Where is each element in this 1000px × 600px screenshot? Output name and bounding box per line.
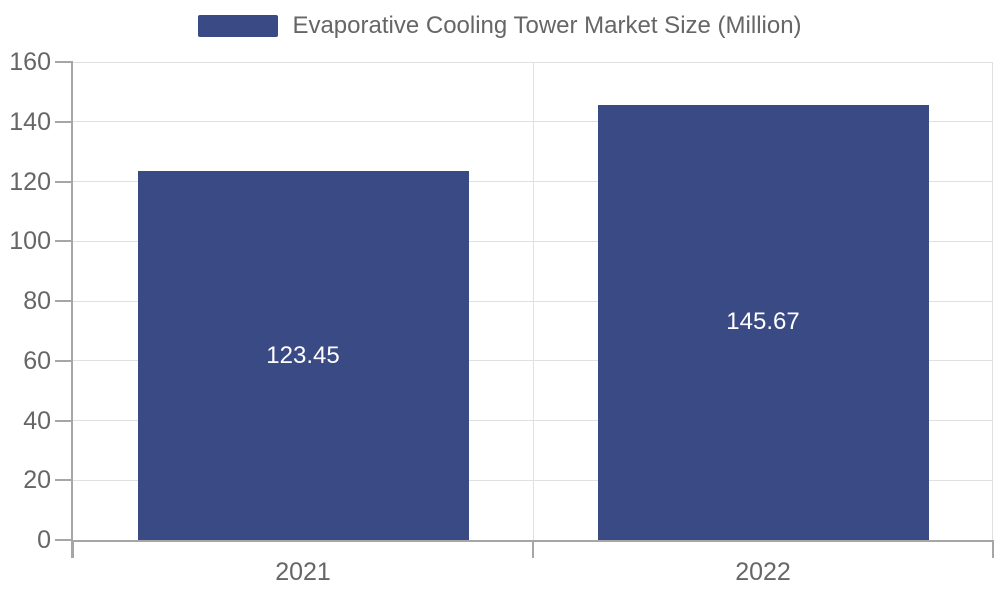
y-axis-tick-label: 40 xyxy=(23,406,51,435)
y-axis-tick xyxy=(55,120,73,123)
y-axis-tick xyxy=(55,359,73,362)
bar-value-label: 123.45 xyxy=(266,341,340,369)
y-axis-tick xyxy=(55,479,73,482)
x-axis-tick-label: 2021 xyxy=(275,558,331,586)
y-axis-tick-label: 140 xyxy=(9,107,51,136)
y-axis-tick xyxy=(55,539,73,541)
legend-label: Evaporative Cooling Tower Market Size (M… xyxy=(292,12,802,39)
plot-right-border xyxy=(992,62,993,540)
x-axis-tick-label: 2022 xyxy=(735,558,791,586)
x-axis-tick xyxy=(72,540,74,558)
x-axis-tick xyxy=(532,540,534,558)
bar-2022[interactable] xyxy=(597,104,929,540)
legend-swatch-icon xyxy=(198,15,279,37)
y-axis-tick xyxy=(55,419,73,422)
y-axis-tick xyxy=(55,240,73,243)
y-axis-tick-label: 60 xyxy=(23,346,51,375)
y-axis-line xyxy=(71,62,73,558)
v-gridline xyxy=(532,62,534,540)
y-axis-tick xyxy=(55,180,73,183)
bar-2021[interactable] xyxy=(137,171,469,540)
y-axis-tick-label: 0 xyxy=(37,526,51,554)
y-axis-tick xyxy=(55,300,73,302)
bar-value-label: 145.67 xyxy=(726,308,800,336)
y-axis-tick-label: 160 xyxy=(9,48,51,76)
legend-item[interactable]: Evaporative Cooling Tower Market Size (M… xyxy=(0,12,1000,40)
y-axis-tick-label: 100 xyxy=(9,227,51,256)
plot-area: 123.45 145.67 xyxy=(71,61,993,558)
y-axis-tick-label: 120 xyxy=(9,167,51,196)
y-axis-tick xyxy=(55,61,73,63)
y-axis-tick-label: 20 xyxy=(23,466,51,495)
y-axis-tick-label: 80 xyxy=(23,287,51,315)
x-axis-tick xyxy=(992,540,994,558)
